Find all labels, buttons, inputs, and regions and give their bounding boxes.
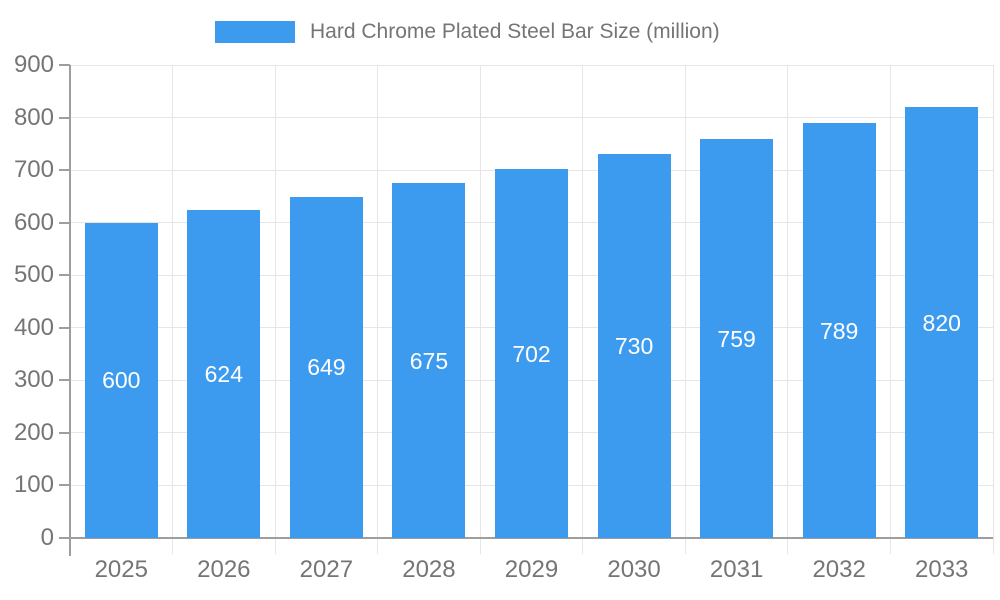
v-gridline: [684, 65, 686, 538]
bar[interactable]: 730: [597, 154, 671, 538]
x-axis-tick-label: 2030: [607, 556, 661, 583]
y-axis-tick: [59, 116, 70, 119]
x-axis-tick-label: 2027: [299, 556, 354, 583]
y-axis-tick-label: 100: [13, 471, 54, 499]
bar[interactable]: 759: [700, 139, 774, 538]
v-gridline: [992, 65, 994, 538]
y-axis-tick-label: 700: [13, 156, 54, 184]
x-axis-tick: [274, 538, 276, 554]
y-axis-tick-label: 800: [13, 103, 54, 131]
v-gridline: [787, 65, 789, 538]
bar-value-label: 600: [102, 367, 141, 394]
x-axis-tick: [377, 538, 379, 554]
x-axis-tick: [992, 538, 994, 554]
y-axis-tick: [59, 169, 70, 172]
y-axis-tick-label: 200: [13, 418, 54, 446]
x-axis-tick: [684, 538, 686, 554]
bar-value-label: 789: [819, 317, 859, 344]
bar[interactable]: 702: [495, 169, 568, 538]
bar-value-label: 624: [204, 361, 244, 388]
plot-area: 600 624 649 675 702 730 759 789 820: [59, 64, 994, 556]
x-axis-line: [70, 537, 993, 539]
y-axis-tick: [59, 431, 70, 434]
y-axis-tick-label: 600: [13, 208, 54, 236]
v-gridline: [889, 65, 891, 538]
x-axis-tick: [172, 538, 174, 554]
y-axis-line: [69, 65, 71, 556]
bar[interactable]: 649: [289, 196, 363, 538]
x-axis-tick: [479, 538, 481, 554]
x-axis-tick: [787, 538, 789, 554]
bar-value-label: 675: [409, 347, 449, 374]
y-axis-tick-label: 900: [13, 51, 54, 78]
y-axis-tick-label: 0: [40, 524, 54, 551]
y-axis-tick: [59, 221, 70, 224]
y-axis-tick-label: 300: [13, 366, 54, 394]
y-axis-tick-label: 400: [13, 313, 54, 341]
h-gridline: [70, 117, 993, 119]
y-axis-tick: [59, 274, 70, 277]
v-gridline: [377, 65, 379, 538]
h-gridline: [70, 64, 993, 66]
x-axis-tick-label: 2026: [197, 556, 251, 583]
bar[interactable]: 789: [802, 123, 876, 538]
legend-label: Hard Chrome Plated Steel Bar Size (milli…: [310, 20, 720, 43]
v-gridline: [172, 65, 174, 538]
y-axis-tick: [59, 326, 70, 329]
bar[interactable]: 624: [187, 210, 261, 538]
x-axis-tick-label: 2033: [915, 556, 969, 583]
bar-value-label: 702: [512, 340, 551, 367]
v-gridline: [479, 65, 481, 538]
bar-value-label: 730: [614, 333, 654, 360]
v-gridline: [274, 65, 276, 538]
bar[interactable]: 600: [84, 222, 158, 538]
y-axis-tick: [59, 484, 70, 487]
y-axis-tick: [59, 379, 70, 382]
bar[interactable]: 820: [905, 107, 979, 538]
x-axis-tick: [889, 538, 891, 554]
bar[interactable]: 675: [392, 183, 466, 538]
bar-value-label: 649: [307, 354, 346, 381]
y-axis-tick-label: 500: [13, 261, 54, 289]
x-axis-tick-label: 2032: [812, 556, 866, 583]
x-axis-tick: [582, 538, 584, 554]
x-axis-tick-label: 2029: [504, 556, 559, 583]
x-axis-tick-label: 2025: [94, 556, 148, 583]
legend-swatch: [215, 21, 295, 43]
bar-value-label: 820: [922, 309, 961, 336]
bar-value-label: 759: [717, 325, 756, 352]
y-axis-tick: [59, 537, 70, 539]
x-axis-tick-label: 2031: [709, 556, 764, 583]
v-gridline: [582, 65, 584, 538]
y-axis-tick: [59, 64, 70, 66]
legend-item[interactable]: Hard Chrome Plated Steel Bar Size (milli…: [215, 21, 720, 43]
x-axis-tick-label: 2028: [402, 556, 456, 583]
